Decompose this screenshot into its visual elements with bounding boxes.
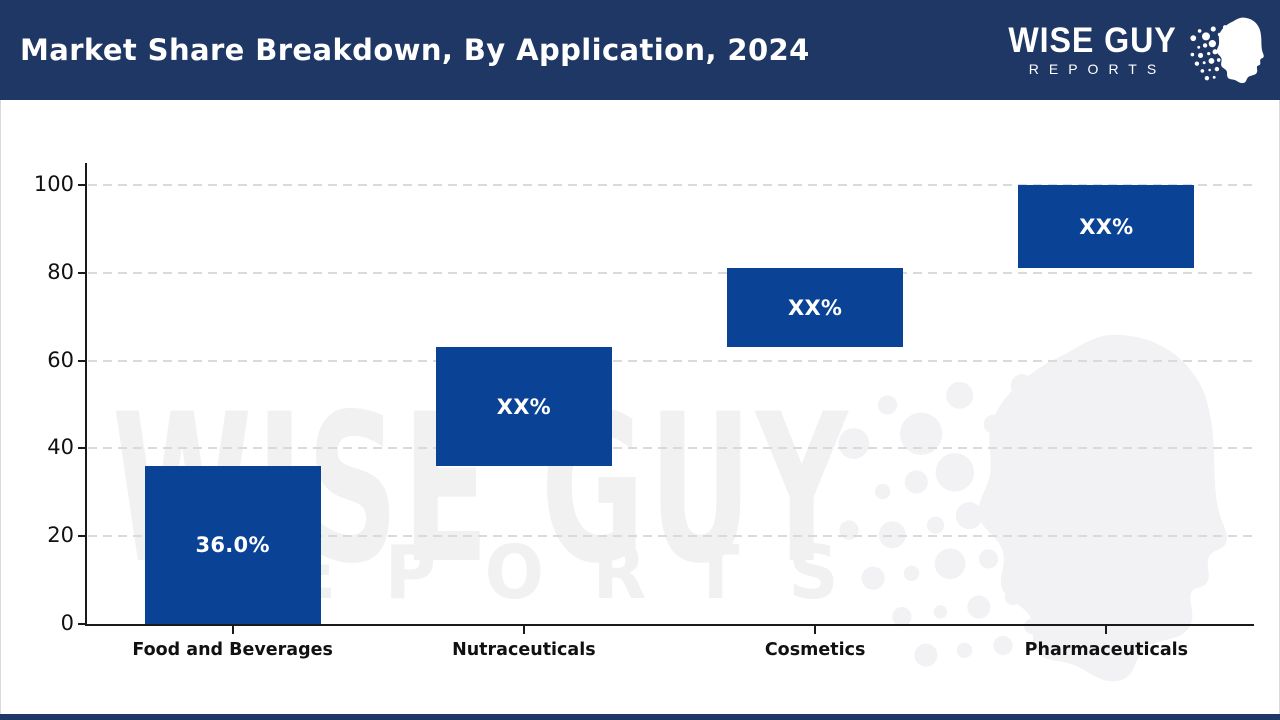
x-axis-line xyxy=(85,624,1254,626)
header-bar: Market Share Breakdown, By Application, … xyxy=(0,0,1280,100)
y-tick-label: 20 xyxy=(47,523,74,548)
bar-value-label: XX% xyxy=(1079,214,1134,239)
dotted-face-icon xyxy=(1190,17,1264,84)
page-title: Market Share Breakdown, By Application, … xyxy=(20,33,810,67)
bar-segment: XX% xyxy=(435,347,612,466)
y-gridline xyxy=(88,535,1253,538)
x-tickmark xyxy=(814,626,817,634)
logo-wiseguy-text: WISE GUY xyxy=(1008,21,1177,61)
x-tickmark xyxy=(231,626,234,634)
bar-segment: XX% xyxy=(727,268,904,348)
y-tick-label: 80 xyxy=(47,259,74,284)
y-tickmark xyxy=(78,359,86,362)
bar-value-label: XX% xyxy=(787,295,843,320)
logo-reports-text: REPORTS xyxy=(1028,60,1167,77)
y-tickmark xyxy=(78,623,86,625)
y-gridline xyxy=(88,271,1253,274)
bar-value-label: XX% xyxy=(496,394,552,419)
logo-text: WISE GUY REPORTS xyxy=(1001,21,1184,77)
y-axis-line xyxy=(85,163,87,626)
y-tickmark xyxy=(78,271,86,274)
bar-value-label: 36.0% xyxy=(195,532,270,557)
watermark-face-icon xyxy=(838,334,1228,682)
y-tick-label: 40 xyxy=(47,435,74,460)
y-gridline xyxy=(88,359,1253,362)
x-tickmark xyxy=(522,626,525,634)
x-category-label: Food and Beverages xyxy=(132,640,333,660)
x-tickmark xyxy=(1105,626,1108,634)
x-category-label: Pharmaceuticals xyxy=(1024,640,1189,660)
y-gridline xyxy=(88,184,1253,186)
bar-segment: 36.0% xyxy=(144,465,321,624)
y-tickmark xyxy=(78,184,86,186)
footer-bar xyxy=(0,714,1280,720)
bar-segment: XX% xyxy=(1018,185,1195,269)
y-tick-label: 100 xyxy=(33,172,74,196)
y-tick-label: 60 xyxy=(47,347,74,372)
x-category-label: Cosmetics xyxy=(764,640,866,660)
y-tick-label: 0 xyxy=(60,611,74,635)
y-tickmark xyxy=(78,447,86,450)
y-gridline xyxy=(88,447,1253,450)
y-tickmark xyxy=(78,535,86,538)
wise-guy-logo: WISE GUY REPORTS xyxy=(1001,6,1266,94)
chart-area: WISE GUY REPORTS 0 20 40 60 80 100 36.0% Food a… xyxy=(0,100,1280,714)
x-category-label: Nutraceuticals xyxy=(452,640,596,660)
